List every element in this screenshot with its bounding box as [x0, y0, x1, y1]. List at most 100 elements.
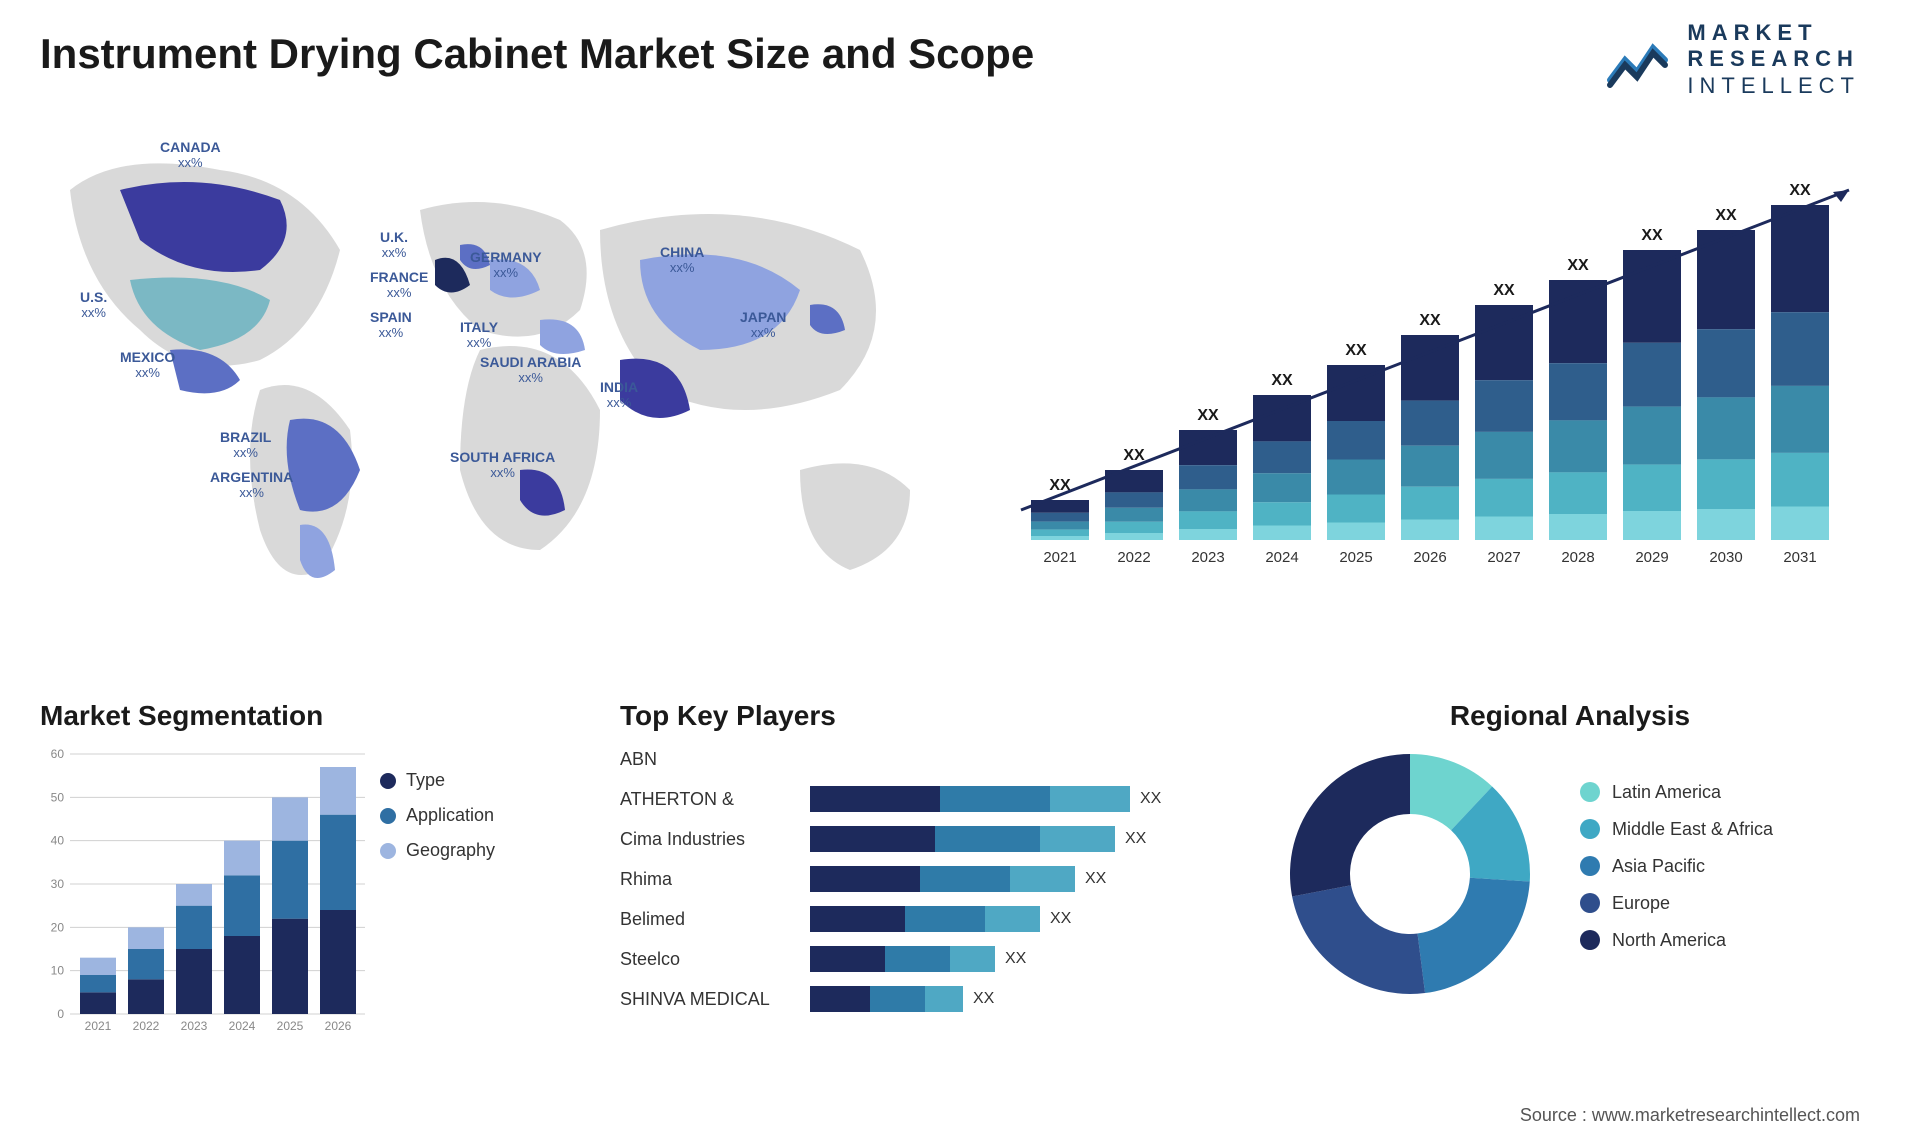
kp-value: XX	[1005, 950, 1026, 968]
map-label: ITALYxx%	[460, 320, 498, 351]
growth-bar-seg	[1031, 513, 1089, 522]
growth-bar-seg	[1401, 401, 1459, 446]
segmentation-chart: 0102030405060202120222023202420252026	[40, 744, 370, 1044]
growth-bar-label: XX	[1271, 372, 1293, 389]
growth-year-label: 2021	[1043, 549, 1076, 566]
page-title: Instrument Drying Cabinet Market Size an…	[40, 30, 1034, 78]
map-label: SAUDI ARABIAxx%	[480, 355, 581, 386]
growth-bar-seg	[1697, 509, 1755, 540]
regional-legend: Latin AmericaMiddle East & AfricaAsia Pa…	[1580, 782, 1773, 967]
kp-value: XX	[1140, 790, 1161, 808]
donut-seg	[1418, 878, 1530, 993]
kp-name: Cima Industries	[620, 829, 810, 850]
kp-bar-seg	[810, 946, 885, 972]
growth-year-label: 2027	[1487, 549, 1520, 566]
kp-bar-seg	[810, 826, 935, 852]
map-label: GERMANYxx%	[470, 250, 542, 281]
growth-bar-seg	[1697, 459, 1755, 509]
growth-bar-seg	[1253, 473, 1311, 502]
key-player-row: Steelco XX	[620, 944, 1260, 974]
seg-bar-seg	[176, 949, 212, 1014]
kp-bar-seg	[920, 866, 1010, 892]
seg-bar-seg	[128, 949, 164, 979]
seg-ytick: 0	[57, 1007, 64, 1021]
seg-bar-seg	[80, 975, 116, 992]
seg-bar-seg	[176, 884, 212, 906]
map-label: U.K.xx%	[380, 230, 408, 261]
growth-svg: XX2021XX2022XX2023XX2024XX2025XX2026XX20…	[1000, 150, 1860, 590]
world-map: CANADAxx%U.S.xx%MEXICOxx%BRAZILxx%ARGENT…	[40, 130, 940, 610]
growth-bar-seg	[1475, 517, 1533, 541]
map-label: FRANCExx%	[370, 270, 428, 301]
key-player-row: Cima IndustriesXX	[620, 824, 1260, 854]
growth-bar-seg	[1549, 514, 1607, 540]
seg-ytick: 10	[51, 964, 65, 978]
growth-bar-seg	[1031, 530, 1089, 536]
key-player-row: SHINVA MEDICALXX	[620, 984, 1260, 1014]
seg-xlabel: 2023	[181, 1019, 208, 1033]
growth-bar-seg	[1105, 508, 1163, 522]
kp-bar-seg	[810, 786, 940, 812]
seg-legend-item: Application	[380, 805, 495, 826]
source-attribution: Source : www.marketresearchintellect.com	[1520, 1105, 1860, 1126]
seg-bar-seg	[320, 910, 356, 1014]
growth-bar-seg	[1475, 380, 1533, 432]
key-player-row: ABN	[620, 744, 1260, 774]
growth-bar-seg	[1623, 343, 1681, 407]
legend-label: Application	[406, 805, 494, 826]
growth-year-label: 2031	[1783, 549, 1816, 566]
map-label: INDIAxx%	[600, 380, 638, 411]
growth-bar-seg	[1771, 453, 1829, 507]
kp-bar-seg	[1050, 786, 1130, 812]
kp-bar-seg	[940, 786, 1050, 812]
legend-dot	[380, 808, 396, 824]
growth-bar-seg	[1031, 536, 1089, 540]
kp-name: Belimed	[620, 909, 810, 930]
growth-bar-label: XX	[1419, 312, 1441, 329]
seg-legend-item: Geography	[380, 840, 495, 861]
seg-bar-seg	[224, 936, 260, 1014]
seg-bar-seg	[128, 979, 164, 1014]
kp-bar-seg	[925, 986, 963, 1012]
growth-bar-seg	[1623, 511, 1681, 540]
seg-ytick: 60	[51, 747, 65, 761]
seg-bar-seg	[128, 927, 164, 949]
growth-bar-seg	[1771, 312, 1829, 386]
growth-bar-seg	[1475, 432, 1533, 479]
growth-bar-seg	[1179, 511, 1237, 529]
kp-bar-seg	[870, 986, 925, 1012]
growth-bar-seg	[1771, 386, 1829, 453]
regional-legend-item: Latin America	[1580, 782, 1773, 803]
kp-value: XX	[1050, 910, 1071, 928]
map-label: CANADAxx%	[160, 140, 221, 171]
growth-bar-label: XX	[1197, 407, 1219, 424]
growth-bar-label: XX	[1789, 182, 1811, 199]
key-players-title: Top Key Players	[620, 700, 1260, 732]
legend-dot	[380, 843, 396, 859]
regional-legend-item: North America	[1580, 930, 1773, 951]
seg-ytick: 30	[51, 877, 65, 891]
growth-bar-seg	[1179, 465, 1237, 489]
growth-bar-seg	[1475, 479, 1533, 517]
legend-label: Middle East & Africa	[1612, 819, 1773, 840]
map-label: U.S.xx%	[80, 290, 107, 321]
growth-year-label: 2026	[1413, 549, 1446, 566]
seg-xlabel: 2024	[229, 1019, 256, 1033]
seg-xlabel: 2026	[325, 1019, 352, 1033]
segmentation-legend: TypeApplicationGeography	[380, 770, 495, 875]
growth-bar-seg	[1401, 446, 1459, 487]
kp-value: XX	[973, 990, 994, 1008]
growth-bar-seg	[1179, 529, 1237, 540]
key-player-row: RhimaXX	[620, 864, 1260, 894]
seg-bar-seg	[176, 906, 212, 949]
growth-bar-seg	[1327, 460, 1385, 495]
kp-bar-seg	[985, 906, 1040, 932]
growth-bar-seg	[1327, 495, 1385, 523]
logo-line2: RESEARCH	[1687, 46, 1858, 71]
growth-bar-seg	[1401, 520, 1459, 541]
growth-bar-seg	[1105, 492, 1163, 507]
seg-bar-seg	[224, 841, 260, 876]
logo-icon	[1605, 30, 1675, 90]
growth-bar-seg	[1179, 489, 1237, 511]
kp-name: Steelco	[620, 949, 810, 970]
